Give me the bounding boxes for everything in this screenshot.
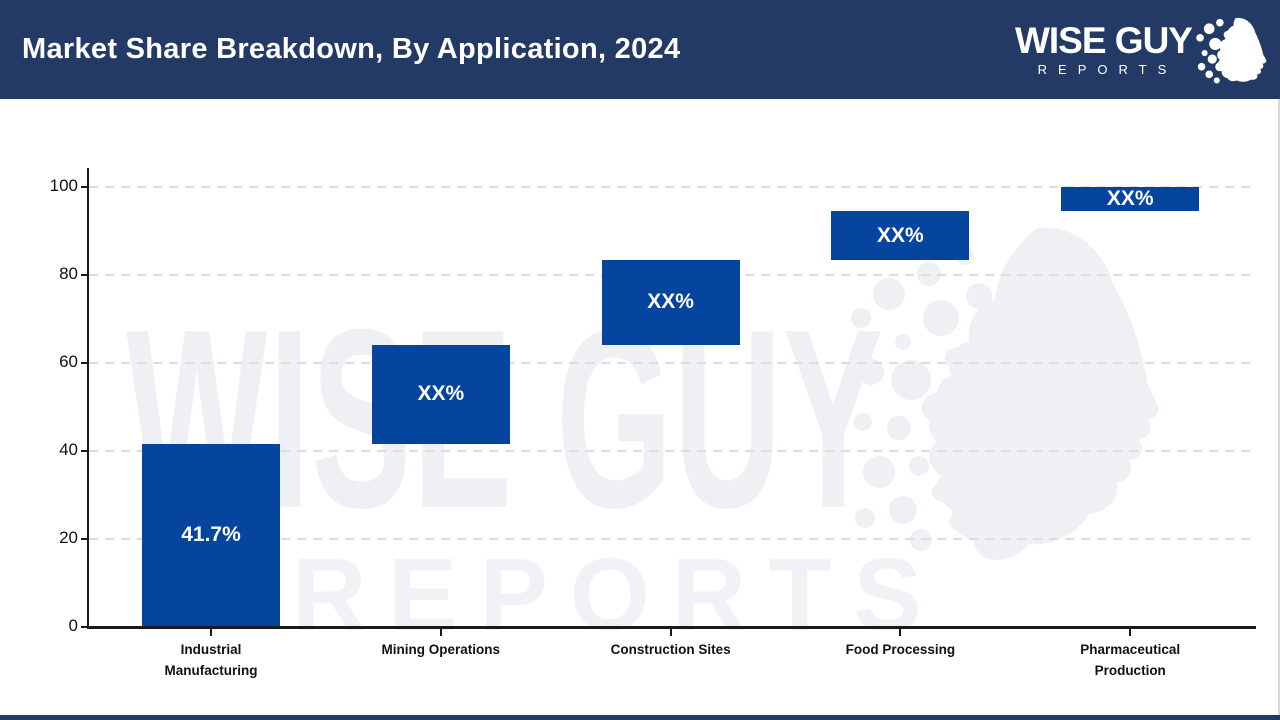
gridline bbox=[89, 362, 1256, 364]
x-axis-tick bbox=[669, 629, 672, 636]
x-axis-tick bbox=[439, 629, 442, 636]
y-axis-tick-label: 80 bbox=[59, 264, 78, 283]
wiseguy-logo-text: WISE GUY REPORTS bbox=[1014, 20, 1193, 77]
wiseguy-logo: WISE GUY REPORTS bbox=[1015, 9, 1270, 91]
x-axis-line bbox=[87, 626, 1256, 629]
footer-bar bbox=[0, 715, 1280, 720]
x-axis-category-label: Food Processing bbox=[845, 642, 956, 657]
x-axis-category-label: Construction Sites bbox=[610, 642, 731, 657]
y-axis-tick-label: 0 bbox=[68, 616, 78, 635]
y-axis-tick-label: 40 bbox=[59, 440, 78, 459]
gridline bbox=[89, 186, 1256, 188]
y-axis-tick bbox=[81, 538, 88, 540]
bar-value-label: XX% bbox=[877, 223, 924, 247]
bar-segment: XX% bbox=[371, 344, 510, 444]
y-axis-tick bbox=[81, 450, 88, 452]
bar-value-label: XX% bbox=[417, 382, 465, 406]
header-bar: Market Share Breakdown, By Application, … bbox=[0, 0, 1280, 99]
y-axis-tick bbox=[81, 626, 88, 628]
wiseguy-face-logo-icon bbox=[1196, 17, 1267, 83]
bar-segment: XX% bbox=[831, 211, 970, 261]
y-axis-tick bbox=[81, 186, 88, 188]
y-axis-tick-label: 60 bbox=[59, 352, 78, 371]
y-axis-tick bbox=[81, 274, 88, 276]
bar-value-label: XX% bbox=[647, 290, 694, 314]
watermark-reports-text: REPORTS bbox=[292, 537, 944, 652]
x-axis-tick bbox=[1129, 629, 1132, 636]
bar-segment: 41.7% bbox=[142, 443, 280, 627]
bar-value-label: 41.7% bbox=[181, 523, 241, 547]
bar-value-label: XX% bbox=[1106, 187, 1154, 211]
y-axis-tick-label: 20 bbox=[59, 528, 78, 547]
x-axis-tick bbox=[899, 629, 902, 636]
y-axis-tick bbox=[81, 362, 88, 364]
x-axis-category-label: Industrial Manufacturing bbox=[164, 642, 258, 678]
y-axis-line bbox=[87, 168, 89, 628]
gridline bbox=[89, 538, 1256, 540]
logo-wiseguy-label: WISE GUY bbox=[1014, 20, 1193, 61]
page-title: Market Share Breakdown, By Application, … bbox=[22, 33, 681, 65]
gridline bbox=[89, 450, 1256, 452]
x-axis-tick bbox=[210, 629, 212, 636]
screenshot-right-border bbox=[1278, 99, 1280, 715]
logo-reports-label: REPORTS bbox=[1037, 62, 1178, 77]
bar-segment: XX% bbox=[601, 260, 740, 345]
y-axis-tick-label: 100 bbox=[49, 176, 78, 195]
x-axis-category-label: Mining Operations bbox=[381, 642, 501, 657]
bar-segment: XX% bbox=[1061, 187, 1200, 212]
x-axis-category-label: Pharmaceutical Production bbox=[1080, 642, 1181, 678]
